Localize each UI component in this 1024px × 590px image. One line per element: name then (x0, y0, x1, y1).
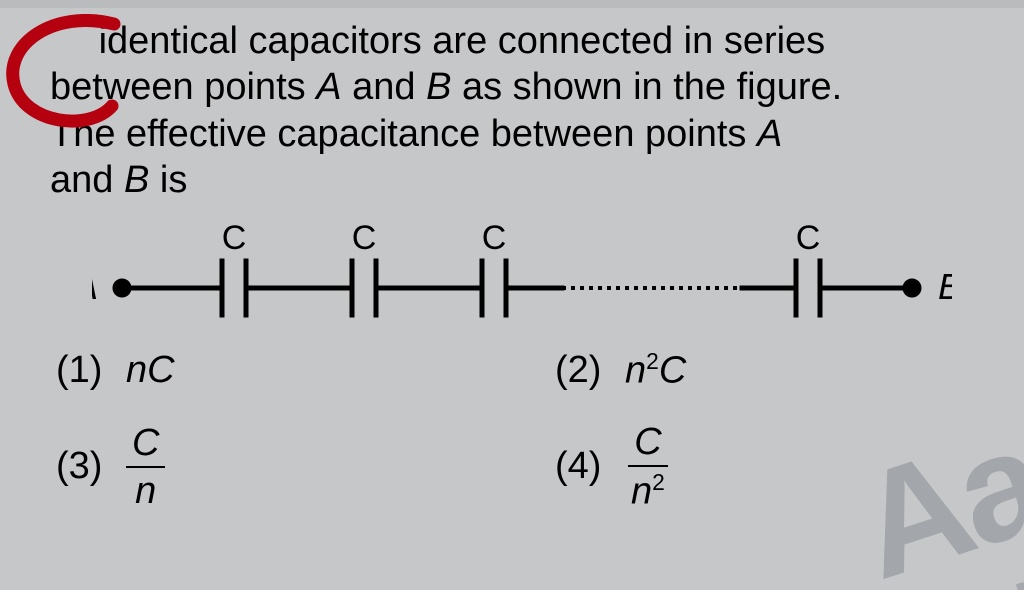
option-4[interactable]: (4) C n2 (555, 423, 994, 511)
label-C2: C (352, 219, 377, 257)
options-grid: (1) nC (2) n2C (3) C n (4) (50, 348, 994, 510)
qtext-B1: B (426, 66, 451, 108)
qtext-A2: A (757, 113, 782, 155)
qtext-line1: identical capacitors are connected in se… (99, 20, 826, 62)
label-Cn: C (796, 219, 821, 257)
option-2-number: (2) (555, 349, 611, 392)
question-text: xx identical capacitors are connected in… (50, 18, 994, 203)
qtext-line4-prefix: and (50, 159, 124, 201)
circuit-diagram: A B C C C C (50, 213, 994, 338)
node-B-dot (905, 281, 919, 295)
option-3-number: (3) (56, 445, 112, 488)
circuit-svg: A B C C C C (92, 213, 952, 333)
option-2[interactable]: (2) n2C (555, 348, 994, 393)
qtext-A1: A (316, 66, 341, 108)
label-C3: C (482, 219, 507, 257)
option-4-fraction: C n2 (625, 423, 671, 511)
qtext-line4-suffix: is (149, 159, 187, 201)
qtext-B2: B (124, 159, 149, 201)
option-4-number: (4) (555, 445, 611, 488)
label-C1: C (222, 219, 247, 257)
option-1-expr: nC (126, 349, 175, 392)
option-3[interactable]: (3) C n (56, 423, 495, 511)
option-1[interactable]: (1) nC (56, 348, 495, 393)
qtext-line3-prefix: The effective capacitance between points (50, 113, 757, 155)
content: xx identical capacitors are connected in… (50, 18, 994, 511)
watermark-small: dical | I (891, 547, 1024, 590)
qtext-line2-prefix: between points (50, 66, 316, 108)
option-3-fraction: C n (126, 424, 165, 510)
option-2-expr: n2C (625, 348, 686, 393)
label-B: B (938, 266, 952, 307)
label-A: A (92, 266, 98, 307)
page-root: xx identical capacitors are connected in… (0, 0, 1024, 590)
qtext-and1: and (342, 66, 427, 108)
qtext-line2-suffix: as shown in the figure. (451, 66, 842, 108)
option-1-number: (1) (56, 349, 112, 392)
